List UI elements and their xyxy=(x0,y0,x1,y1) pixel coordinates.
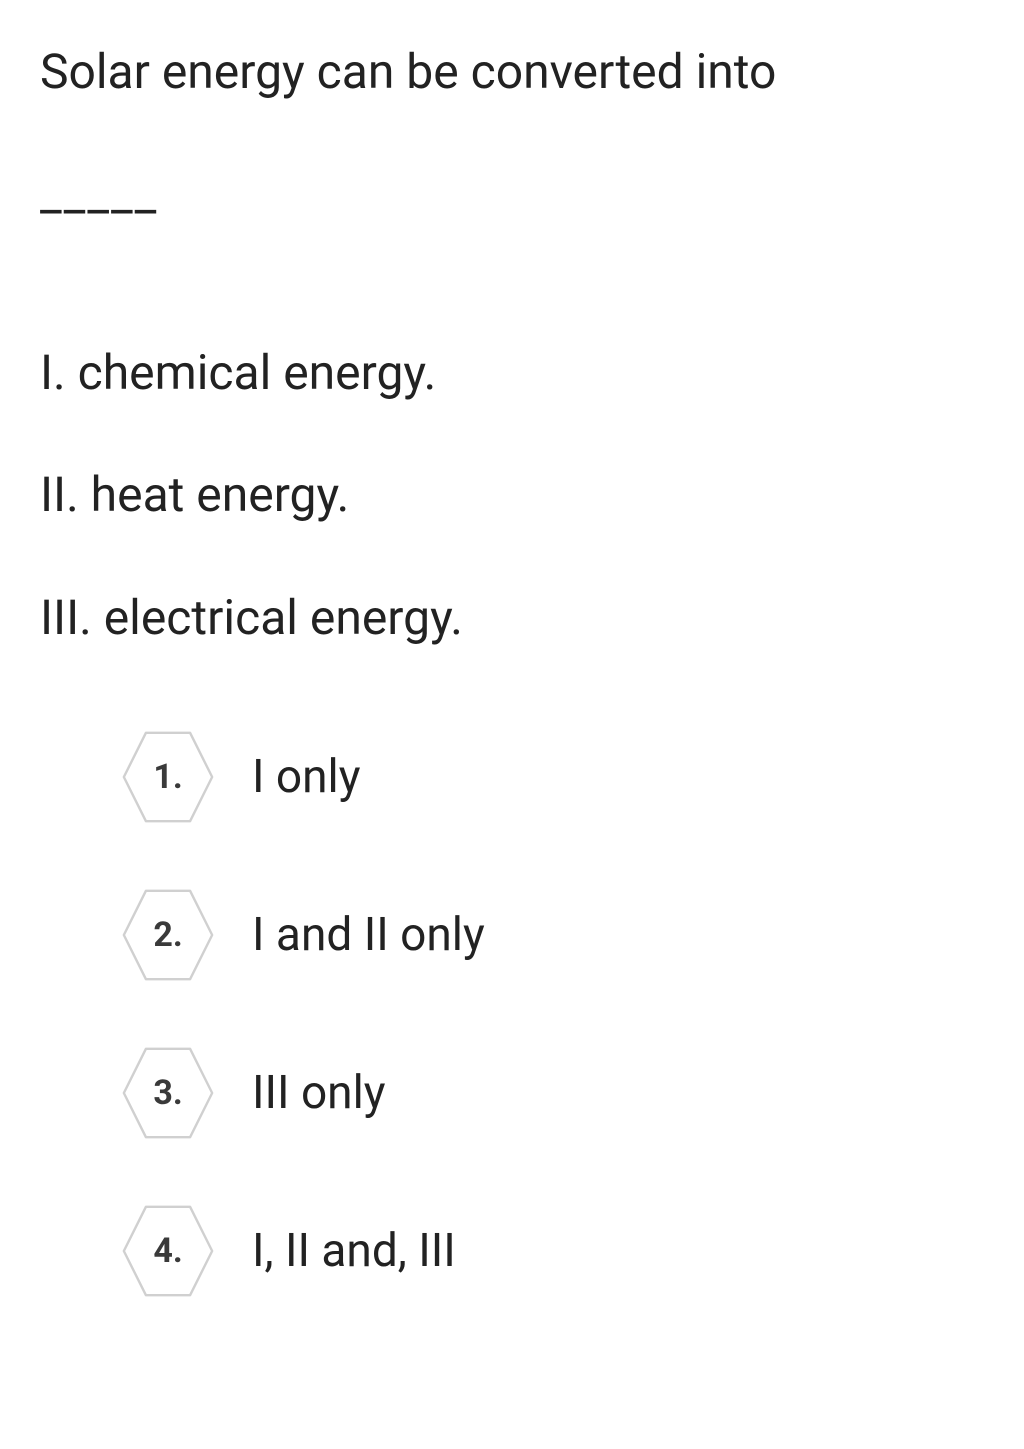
option-number: 1. xyxy=(153,757,182,797)
statement-item: II. heat energy. xyxy=(40,464,984,526)
statement-item: I. chemical energy. xyxy=(40,342,984,404)
option-row[interactable]: 4. I, II and, III xyxy=(120,1203,984,1299)
option-row[interactable]: 3. III only xyxy=(120,1045,984,1141)
options-list: 1. I only 2. I and II only 3. III only xyxy=(40,729,984,1299)
question-blank: _____ xyxy=(40,165,984,222)
question-container: Solar energy can be converted into _____… xyxy=(0,0,1024,1299)
option-text: I, II and, III xyxy=(252,1224,456,1278)
option-hexagon: 2. xyxy=(120,887,216,983)
option-hexagon: 4. xyxy=(120,1203,216,1299)
option-row[interactable]: 2. I and II only xyxy=(120,887,984,983)
option-number: 3. xyxy=(153,1073,182,1113)
option-number: 2. xyxy=(153,915,182,955)
option-text: I and II only xyxy=(252,908,485,962)
question-prompt: Solar energy can be converted into xyxy=(40,40,984,105)
statement-item: III. electrical energy. xyxy=(40,587,984,649)
option-text: I only xyxy=(252,750,361,804)
option-text: III only xyxy=(252,1066,386,1120)
option-number: 4. xyxy=(153,1231,182,1271)
statements-list: I. chemical energy. II. heat energy. III… xyxy=(40,342,984,649)
option-hexagon: 3. xyxy=(120,1045,216,1141)
option-hexagon: 1. xyxy=(120,729,216,825)
option-row[interactable]: 1. I only xyxy=(120,729,984,825)
